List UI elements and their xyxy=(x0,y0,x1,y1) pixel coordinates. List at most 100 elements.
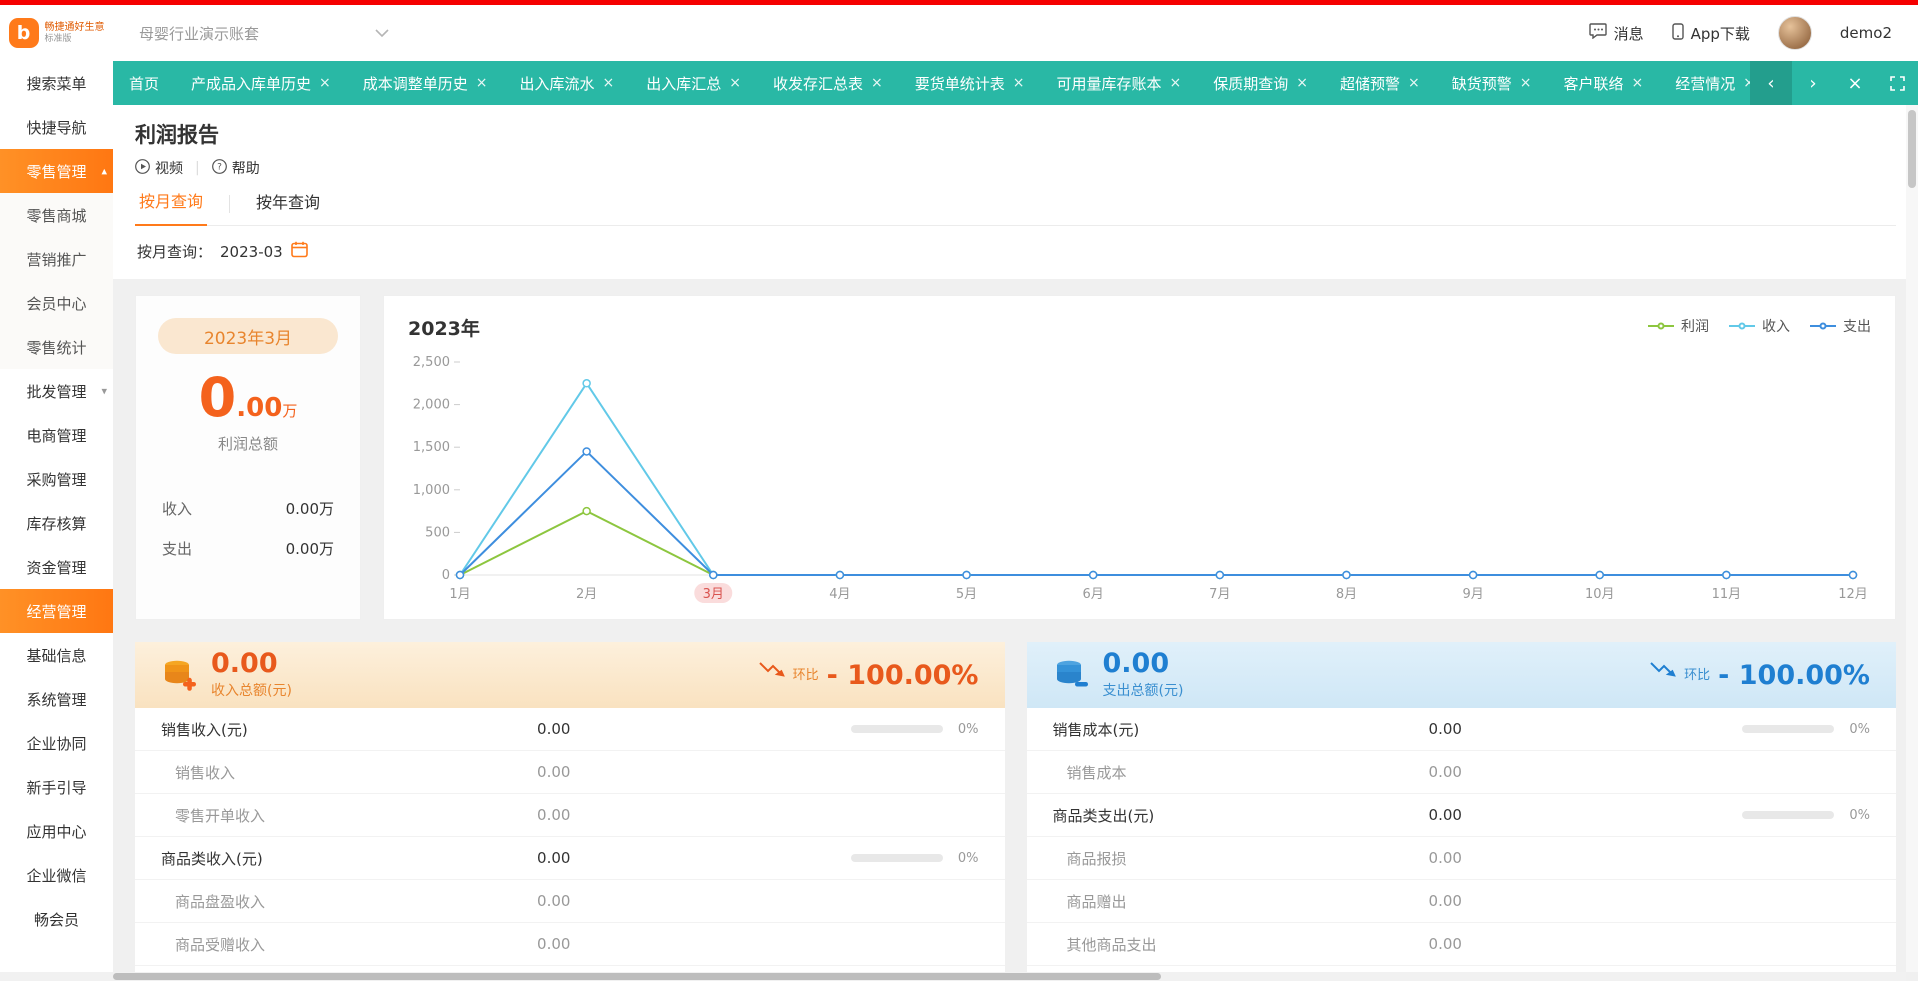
tab-close-icon[interactable]: × xyxy=(1631,75,1644,91)
username[interactable]: demo2 xyxy=(1839,24,1892,42)
caret-icon: ▾ xyxy=(101,384,107,398)
tab-label: 缺货预警 xyxy=(1451,74,1512,93)
sidebar-item[interactable]: 零售统计 xyxy=(0,325,113,369)
svg-text:2,500: 2,500 xyxy=(413,355,450,370)
tab-close-icon[interactable]: × xyxy=(729,75,742,91)
sidebar-item-label: 会员中心 xyxy=(26,294,87,313)
sidebar-item[interactable]: 应用中心 xyxy=(0,809,113,853)
sidebar-item-label: 快捷导航 xyxy=(26,118,87,137)
sidebar-item[interactable]: 企业微信 xyxy=(0,853,113,897)
sidebar-item[interactable]: 零售管理 ▴ xyxy=(0,149,113,193)
legend-item[interactable]: 利润 xyxy=(1648,316,1709,336)
summary-row: 支出 0.00万 xyxy=(136,528,360,568)
row-label: 销售成本 xyxy=(1066,763,1127,782)
sidebar-item[interactable]: 电商管理 xyxy=(0,413,113,457)
tab-close-all-button[interactable]: × xyxy=(1847,72,1863,94)
logo-icon: b xyxy=(8,18,39,48)
tab[interactable]: 超储预警 × xyxy=(1324,61,1436,105)
sidebar-item[interactable]: 快捷导航 xyxy=(0,105,113,149)
summary-row-value: 0.00万 xyxy=(285,539,334,558)
row-value: 0.00 xyxy=(537,849,571,867)
sidebar-item[interactable]: 采购管理 xyxy=(0,457,113,501)
legend-marker xyxy=(1648,322,1674,330)
vertical-scrollbar-thumb[interactable] xyxy=(1908,110,1916,188)
profit-summary-card: 2023年3月 0.00万 利润总额 收入 0.00万 支出 0.00万 xyxy=(135,295,361,620)
row-value: 0.00 xyxy=(537,720,571,738)
calendar-icon[interactable] xyxy=(290,241,308,262)
sidebar-item[interactable]: 库存核算 xyxy=(0,501,113,545)
horizontal-scrollbar-thumb[interactable] xyxy=(113,973,1162,980)
tab[interactable]: 经营情况 × xyxy=(1659,61,1750,105)
tab[interactable]: 要货单统计表 × xyxy=(899,61,1041,105)
tab[interactable]: 客户联络 × xyxy=(1548,61,1660,105)
tab[interactable]: 出入库汇总 × xyxy=(630,61,757,105)
table-row: 销售收入(元) 0.00 0% xyxy=(135,708,1005,751)
svg-text:1,000: 1,000 xyxy=(413,483,450,498)
tab-scroll-left-button[interactable]: ‹ xyxy=(1750,61,1792,105)
month-picker-value[interactable]: 2023-03 xyxy=(220,242,283,261)
tab-close-icon[interactable]: × xyxy=(1296,75,1309,91)
table-row: 销售成本 0.00 xyxy=(1026,751,1896,794)
sidebar-item[interactable]: 基础信息 xyxy=(0,633,113,677)
tab-scroll-right-button[interactable]: › xyxy=(1809,72,1817,94)
row-label: 销售收入(元) xyxy=(161,720,248,739)
avatar[interactable] xyxy=(1777,16,1812,50)
sidebar-item[interactable]: 搜索菜单 xyxy=(0,61,113,105)
sidebar-item[interactable]: 营销推广 xyxy=(0,237,113,281)
sidebar-item[interactable]: 会员中心 xyxy=(0,281,113,325)
tab-close-icon[interactable]: × xyxy=(1519,75,1532,91)
sidebar-item[interactable]: 经营管理 xyxy=(0,589,113,633)
tab-label: 成本调整单历史 xyxy=(362,74,468,93)
sidebar-item[interactable]: 新手引导 xyxy=(0,765,113,809)
tab-close-icon[interactable]: × xyxy=(1169,75,1182,91)
tab-close-icon[interactable]: × xyxy=(475,75,488,91)
tab-close-icon[interactable]: × xyxy=(1012,75,1025,91)
tab-close-icon[interactable]: × xyxy=(319,75,331,91)
tab-home[interactable]: 首页 xyxy=(113,61,175,105)
tab-close-icon[interactable]: × xyxy=(1743,75,1750,91)
svg-text:?: ? xyxy=(217,162,222,172)
tab-close-icon[interactable]: × xyxy=(1408,75,1420,91)
row-percent: 0% xyxy=(957,850,979,866)
progress-bar xyxy=(1742,725,1834,733)
tab-month-query[interactable]: 按月查询 xyxy=(135,188,208,226)
sidebar-item[interactable]: 系统管理 xyxy=(0,677,113,721)
tab-close-icon[interactable]: × xyxy=(602,75,615,91)
table-row: 销售收入 0.00 xyxy=(135,751,1005,794)
sidebar-item[interactable]: 零售商城 xyxy=(0,193,113,237)
progress-bar xyxy=(1742,811,1834,819)
svg-text:11月: 11月 xyxy=(1712,587,1742,602)
sidebar-item-label: 电商管理 xyxy=(26,426,87,445)
tab-year-query[interactable]: 按年查询 xyxy=(256,193,321,212)
sidebar-item[interactable]: 资金管理 xyxy=(0,545,113,589)
sidebar-item[interactable]: 批发管理 ▾ xyxy=(0,369,113,413)
sidebar-item[interactable]: 企业协同 xyxy=(0,721,113,765)
row-percent: 0% xyxy=(957,721,979,737)
video-link[interactable]: 视频 xyxy=(135,158,183,178)
tab[interactable]: 成本调整单历史 × xyxy=(347,61,504,105)
legend-item[interactable]: 支出 xyxy=(1810,316,1871,336)
tab[interactable]: 可用量库存账本 × xyxy=(1041,61,1198,105)
sidebar-item[interactable]: 畅会员 xyxy=(0,897,113,941)
svg-text:7月: 7月 xyxy=(1209,587,1230,602)
tab[interactable]: 产成品入库单历史 × xyxy=(175,61,347,105)
tab[interactable]: 保质期查询 × xyxy=(1197,61,1324,105)
svg-text:2,000: 2,000 xyxy=(413,398,450,413)
fullscreen-button[interactable] xyxy=(1876,61,1918,105)
messages-button[interactable]: 消息 xyxy=(1588,23,1644,44)
legend-item[interactable]: 收入 xyxy=(1729,316,1790,336)
tab-label: 经营情况 xyxy=(1675,74,1736,93)
tab-close-icon[interactable]: × xyxy=(871,75,883,91)
legend-label: 收入 xyxy=(1762,319,1790,335)
account-select[interactable]: 母婴行业演示账套 xyxy=(139,16,389,50)
tab[interactable]: 收发存汇总表 × xyxy=(757,61,899,105)
app-download-button[interactable]: App下载 xyxy=(1671,22,1750,44)
vertical-scrollbar[interactable] xyxy=(1906,105,1918,972)
tab[interactable]: 出入库流水 × xyxy=(504,61,631,105)
row-value: 0.00 xyxy=(537,935,571,953)
help-link[interactable]: ? 帮助 xyxy=(211,158,260,178)
row-value: 0.00 xyxy=(1428,720,1462,738)
horizontal-scrollbar[interactable] xyxy=(0,972,1906,981)
tab[interactable]: 缺货预警 × xyxy=(1436,61,1548,105)
row-label: 商品受赠收入 xyxy=(175,935,266,954)
